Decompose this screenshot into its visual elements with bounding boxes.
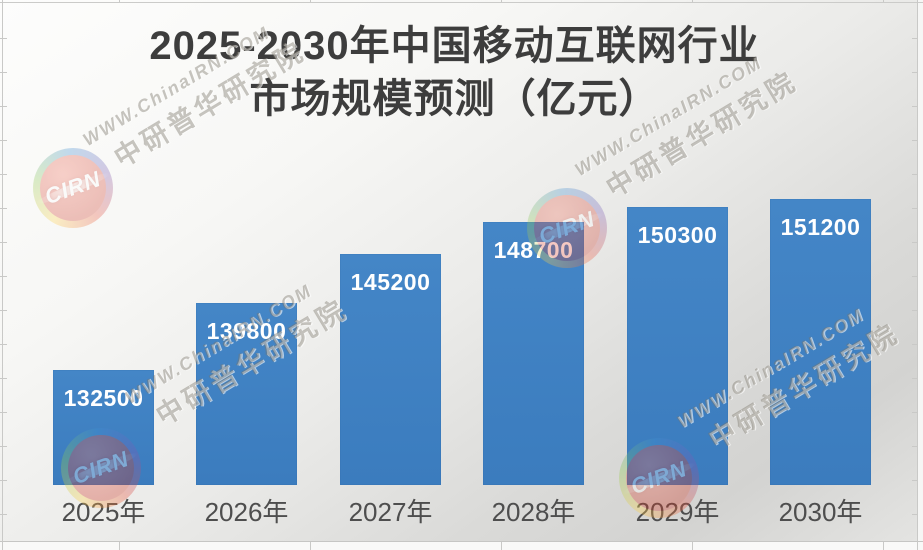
chart-title: 2025-2030年中国移动互联网行业 市场规模预测（亿元）: [0, 20, 909, 126]
bar-2030年: 151200: [770, 199, 871, 485]
bar-value-label: 148700: [493, 237, 574, 263]
category-label: 2028年: [491, 497, 576, 527]
excel-column-gridline: [501, 0, 502, 2]
bar-2025年: 132500: [53, 370, 154, 485]
excel-column-gridline: [501, 542, 502, 550]
excel-column-gridline: [119, 0, 120, 2]
excel-column-gridline: [692, 542, 693, 550]
chart-title-line1: 2025-2030年中国移动互联网行业: [149, 24, 760, 68]
bar-2026年: 139800: [196, 303, 297, 485]
category-label: 2030年: [778, 497, 863, 527]
excel-column-gridline: [310, 542, 311, 550]
excel-column-gridline: [883, 542, 884, 550]
excel-gridline-top: [0, 2, 923, 3]
excel-row-ticks-right: [912, 0, 919, 550]
bar-2029年: 150300: [627, 207, 728, 485]
excel-cell-strip-bottom: [0, 542, 923, 550]
chart-title-line2: 市场规模预测（亿元）: [249, 77, 660, 121]
excel-column-gridline: [310, 0, 311, 2]
bar-value-label: 132500: [63, 385, 144, 411]
category-label: 2026年: [204, 497, 289, 527]
excel-row-ticks-left: [0, 0, 7, 550]
bar-value-label: 151200: [780, 214, 861, 240]
bar-value-label: 150300: [637, 222, 718, 248]
excel-gridline-bottom: [0, 541, 923, 542]
excel-column-gridline: [692, 0, 693, 2]
excel-cell-strip-right: [918, 0, 923, 550]
bar-2027年: 145200: [340, 254, 441, 485]
bar-2028年: 148700: [483, 222, 584, 485]
excel-column-gridline: [883, 0, 884, 2]
category-label: 2029年: [635, 497, 720, 527]
category-label: 2027年: [348, 497, 433, 527]
excel-column-gridline: [119, 542, 120, 550]
category-label: 2025年: [61, 497, 146, 527]
bar-value-label: 139800: [206, 318, 287, 344]
excel-gridline-left: [2, 0, 3, 550]
excel-gridline-right: [917, 0, 918, 550]
bar-value-label: 145200: [350, 269, 431, 295]
